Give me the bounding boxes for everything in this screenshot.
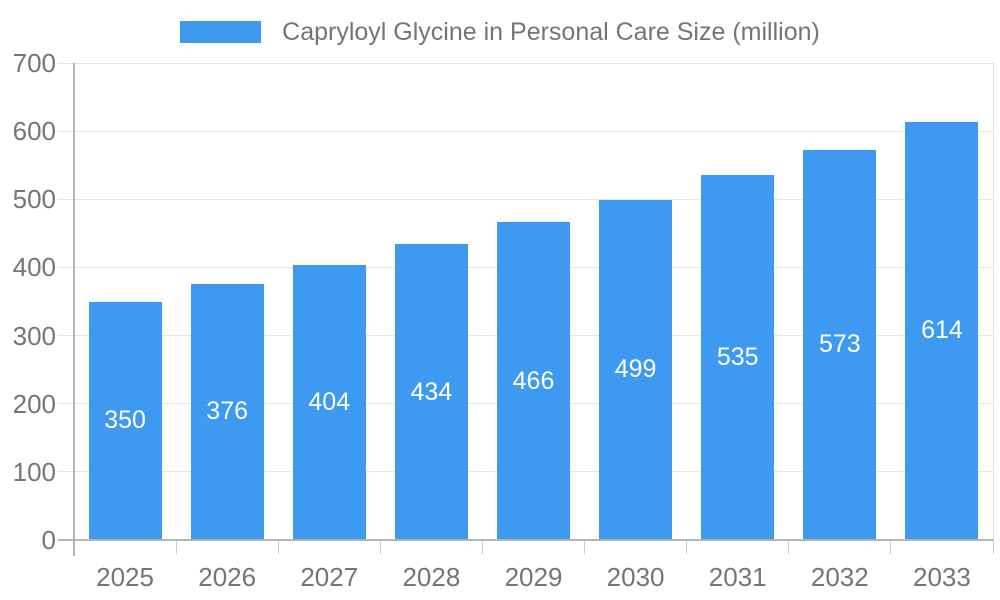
x-axis-category-label: 2029 — [504, 562, 563, 592]
bar-2025[interactable] — [88, 301, 162, 540]
bar-value-label: 434 — [410, 377, 453, 406]
y-axis-tick-label: 700 — [12, 48, 56, 78]
y-axis-tick-label: 400 — [12, 252, 56, 283]
bar-2030[interactable] — [599, 199, 673, 540]
y-axis-tick-label: 100 — [12, 456, 56, 487]
bar-value-label: 376 — [206, 397, 249, 426]
bar-2026[interactable] — [190, 283, 264, 540]
bar-value-label: 466 — [512, 366, 555, 395]
bar-value-label: 350 — [104, 406, 146, 435]
x-axis-tick — [992, 540, 994, 554]
x-axis-tick — [584, 540, 586, 554]
y-axis-tick-label: 0 — [41, 525, 56, 555]
legend[interactable]: Capryloyl Glycine in Personal Care Size … — [0, 10, 1000, 54]
y-axis-tick-label: 600 — [12, 116, 56, 147]
bar-2029[interactable] — [497, 222, 570, 540]
x-axis-category-label: 2028 — [402, 562, 461, 592]
x-axis-tick — [788, 540, 790, 554]
bar-value-label: 614 — [921, 316, 963, 345]
bar-2032[interactable] — [803, 149, 877, 540]
legend-swatch[interactable] — [180, 21, 262, 43]
plot-right-border — [993, 63, 994, 540]
x-axis-tick — [890, 540, 892, 554]
bar-value-label: 535 — [716, 343, 759, 372]
x-axis-category-label: 2027 — [300, 562, 359, 592]
bar-value-label: 404 — [308, 387, 351, 416]
x-axis-tick — [686, 540, 688, 554]
x-axis-tick — [277, 540, 279, 554]
x-axis-category-label: 2030 — [606, 562, 665, 592]
bar-value-label: 499 — [614, 355, 657, 384]
x-axis-category-label: 2032 — [810, 562, 869, 592]
x-axis-category-label: 2033 — [913, 562, 971, 592]
y-axis-tick-label: 300 — [12, 320, 56, 351]
x-axis-baseline — [58, 539, 993, 541]
x-axis-tick — [175, 540, 177, 554]
y-axis-line — [73, 63, 75, 556]
gridline-500 — [58, 198, 993, 200]
bar-2031[interactable] — [701, 175, 775, 540]
bar-value-label: 573 — [818, 330, 861, 359]
y-axis-tick-label: 200 — [12, 388, 56, 419]
y-axis-tick-label: 500 — [12, 184, 56, 215]
x-axis-category-label: 2026 — [198, 562, 257, 592]
bar-2033[interactable] — [905, 121, 979, 540]
legend-label: Capryloyl Glycine in Personal Care Size … — [282, 17, 820, 46]
gridline-700 — [58, 62, 993, 64]
x-axis-category-label: 2031 — [708, 562, 767, 592]
x-axis-tick — [481, 540, 483, 554]
bar-2028[interactable] — [394, 244, 468, 540]
bar-2027[interactable] — [292, 264, 366, 540]
x-axis-category-label: 2025 — [96, 562, 154, 592]
x-axis-tick — [379, 540, 381, 554]
gridline-600 — [58, 130, 993, 132]
